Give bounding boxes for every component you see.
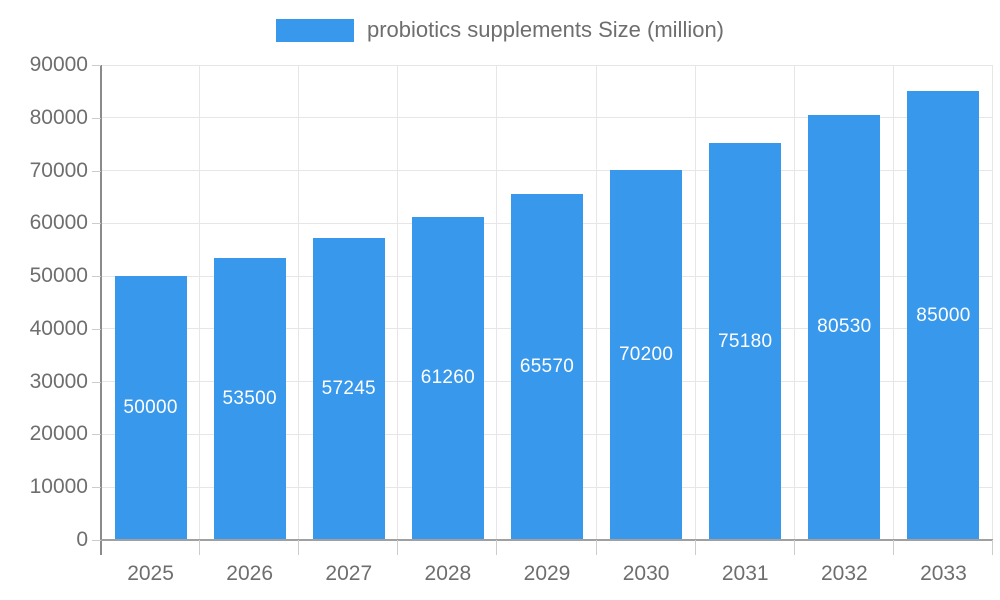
gridline-vertical [496,65,498,540]
bar-value-label: 85000 [916,304,971,326]
x-axis-category-label: 2030 [622,562,670,585]
gridline-horizontal [101,170,993,172]
y-axis-line [100,65,102,555]
x-axis-line [101,539,993,541]
y-axis-tick [92,65,101,66]
x-axis-category-label: 2026 [226,562,274,585]
bar-2028[interactable]: 61260 [411,216,484,540]
x-axis-tick [892,540,894,555]
bar-value-label: 57245 [321,377,376,399]
y-axis-tick [92,434,101,436]
x-axis-tick [397,540,399,555]
x-axis-tick [595,540,597,555]
y-axis-tick [92,540,101,541]
y-axis-tick-label: 50000 [29,264,88,288]
x-axis-category-label: 2029 [523,562,571,585]
x-axis-category-label: 2033 [920,562,967,585]
y-axis-tick [92,170,101,172]
legend-swatch-icon [275,18,354,42]
bar-value-label: 75180 [718,330,773,352]
y-axis-tick [92,276,101,278]
y-axis-tick-label: 90000 [29,53,88,76]
y-axis-tick [92,381,101,383]
y-axis-tick [92,487,101,489]
bar-2029[interactable]: 65570 [511,193,583,540]
gridline-horizontal [101,64,993,66]
plot-area: 50000 53500 57245 61260 65570 70200 75180 80530… [101,64,993,540]
x-axis-category-label: 2025 [127,562,174,585]
y-axis-tick-label: 60000 [29,211,88,235]
x-axis-tick [694,540,696,555]
gridline-vertical [397,65,399,540]
bar-2026[interactable]: 53500 [213,257,286,540]
gridline-vertical [992,65,993,540]
bar-2033[interactable]: 85000 [907,91,980,540]
bar-2030[interactable]: 70200 [610,169,683,540]
gridline-vertical [298,65,300,540]
y-axis-tick-label: 70000 [29,158,88,182]
y-axis-tick-label: 30000 [29,369,88,393]
bar-value-label: 50000 [123,397,178,419]
legend-label: probiotics supplements Size (million) [366,17,725,42]
bar-2027[interactable]: 57245 [312,237,385,540]
bar-value-label: 70200 [618,343,674,365]
gridline-horizontal [101,117,993,119]
bar-value-label: 65570 [519,355,575,377]
x-axis-tick [199,540,201,555]
gridline-vertical [595,65,597,540]
y-axis-tick [92,328,101,330]
x-axis-category-label: 2031 [721,562,769,585]
gridline-vertical [694,65,696,540]
y-axis-tick [92,223,101,225]
bar-2032[interactable]: 80530 [808,114,881,540]
gridline-vertical [199,65,201,540]
bar-value-label: 80530 [817,316,872,338]
bar-value-label: 53500 [222,387,277,409]
x-axis-category-label: 2032 [820,562,868,585]
x-axis-tick [992,540,993,555]
y-axis-tick [92,117,101,119]
gridline-vertical [892,65,894,540]
chart-legend: probiotics supplements Size (million) [0,12,1000,48]
gridline-vertical [793,65,795,540]
x-axis-category-label: 2027 [325,562,373,585]
y-axis-tick-label: 20000 [29,422,88,446]
y-axis-tick-label: 10000 [29,475,88,499]
bar-2031[interactable]: 75180 [709,143,782,540]
x-axis-tick [298,540,300,555]
y-axis-tick-label: 80000 [29,105,88,129]
bar-2025[interactable]: 50000 [114,276,187,540]
y-axis-tick-label: 40000 [29,316,88,340]
bar-value-label: 61260 [420,367,476,389]
y-axis-tick-label: 0 [76,528,88,551]
x-axis-tick [496,540,498,555]
x-axis-tick [793,540,795,555]
x-axis-category-label: 2028 [424,562,472,585]
